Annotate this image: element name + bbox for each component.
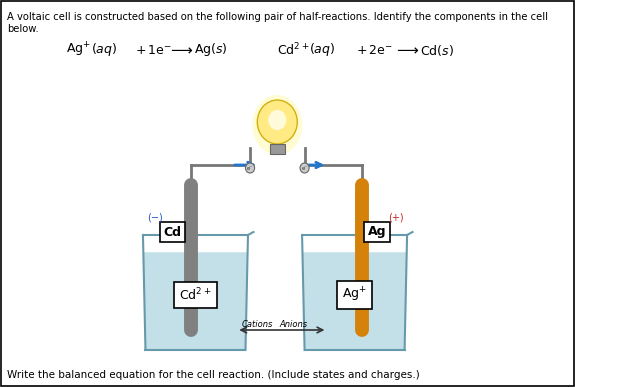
- Text: Ag$(s)$: Ag$(s)$: [193, 41, 228, 58]
- Text: Ag: Ag: [368, 226, 387, 238]
- Text: Cd$(s)$: Cd$(s)$: [420, 43, 454, 58]
- Text: $(aq)$: $(aq)$: [309, 41, 336, 58]
- Bar: [270, 144, 284, 154]
- Text: Cd$^{2+}$: Cd$^{2+}$: [277, 42, 309, 58]
- Circle shape: [300, 163, 309, 173]
- Polygon shape: [302, 252, 407, 350]
- Text: (+): (+): [387, 213, 403, 223]
- Ellipse shape: [252, 95, 302, 155]
- Text: Ag$^{+}$: Ag$^{+}$: [66, 41, 91, 59]
- Text: e⁻: e⁻: [301, 166, 308, 171]
- Text: (−): (−): [147, 213, 162, 223]
- Text: $+\,1\mathrm{e}^{-}$: $+\,1\mathrm{e}^{-}$: [135, 43, 171, 57]
- Circle shape: [257, 100, 297, 144]
- Polygon shape: [143, 252, 248, 350]
- Text: A voltaic cell is constructed based on the following pair of half-reactions. Ide: A voltaic cell is constructed based on t…: [8, 12, 549, 34]
- Text: e⁻: e⁻: [247, 166, 253, 171]
- Text: Anions: Anions: [279, 320, 307, 329]
- Text: $\longrightarrow$: $\longrightarrow$: [168, 43, 194, 58]
- Circle shape: [268, 110, 286, 130]
- Text: Cd: Cd: [164, 226, 182, 238]
- Text: Ag$^{+}$: Ag$^{+}$: [342, 286, 367, 304]
- Text: Cations: Cations: [241, 320, 272, 329]
- Text: Cd$^{2+}$: Cd$^{2+}$: [179, 287, 212, 303]
- Circle shape: [245, 163, 255, 173]
- Text: $\longrightarrow$: $\longrightarrow$: [394, 43, 420, 58]
- Text: $(aq)$: $(aq)$: [91, 41, 117, 58]
- Text: $+\,2\mathrm{e}^{-}$: $+\,2\mathrm{e}^{-}$: [356, 43, 393, 57]
- Text: Write the balanced equation for the cell reaction. (Include states and charges.): Write the balanced equation for the cell…: [8, 370, 420, 380]
